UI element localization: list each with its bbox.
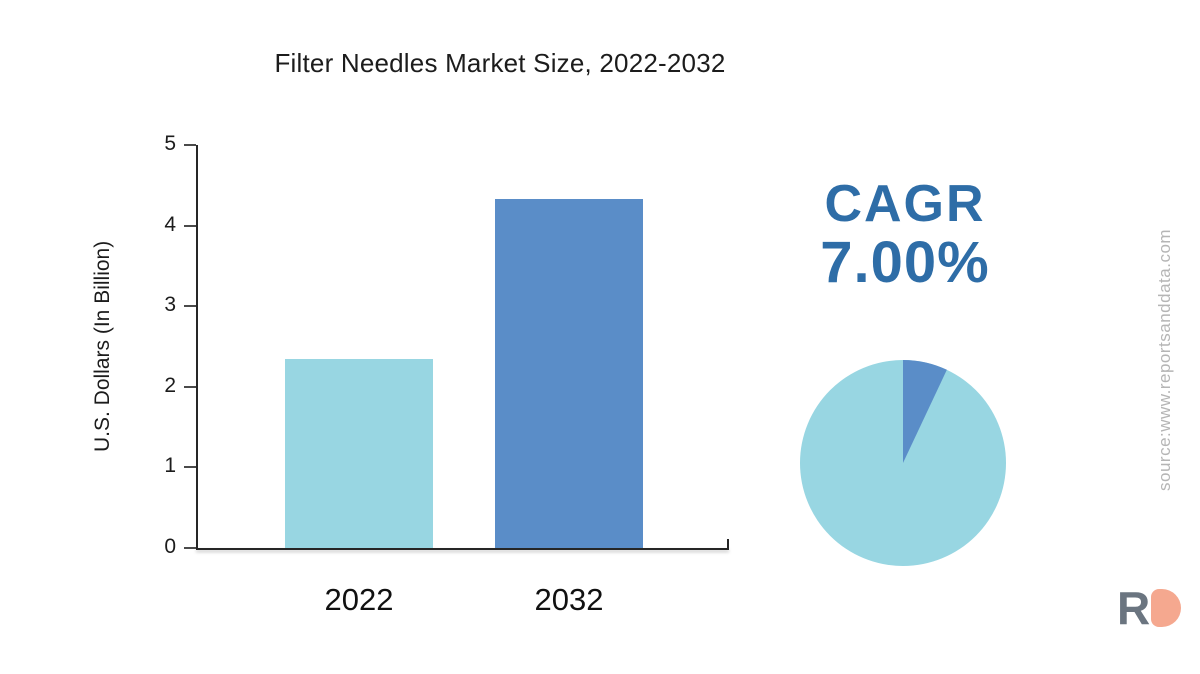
chart-title: Filter Needles Market Size, 2022-2032 <box>274 48 726 78</box>
bar-2022 <box>285 359 433 548</box>
y-axis-line <box>196 145 198 550</box>
y-tick-label: 0 <box>164 535 176 558</box>
y-tick-mark <box>184 144 196 146</box>
bar-2032 <box>495 199 643 548</box>
y-tick-mark <box>184 385 196 388</box>
logo-letter-r: R <box>1117 582 1150 634</box>
y-tick-label: 1 <box>164 454 176 478</box>
y-tick-label: 3 <box>164 293 176 317</box>
pie-cagr-slice <box>903 360 947 463</box>
cagr-label: CAGR <box>824 175 986 233</box>
x-axis-line <box>196 548 729 550</box>
y-tick-label: 5 <box>164 132 176 155</box>
source-note: source:www.reportsanddata.com <box>1155 228 1174 492</box>
pie-chart <box>800 360 1006 566</box>
x-tick-label-2022: 2022 <box>324 582 394 617</box>
x-tick-label-2032: 2032 <box>534 582 604 617</box>
cagr-value: 7.00% <box>820 230 990 295</box>
y-tick-mark <box>184 224 196 227</box>
y-axis-title: U.S. Dollars (In Billion) <box>91 240 114 453</box>
plot-area: 0 1 2 3 4 5 <box>164 132 729 558</box>
y-tick-mark <box>184 547 196 549</box>
y-tick-label: 2 <box>164 373 176 397</box>
y-tick-label: 4 <box>164 212 176 236</box>
logo-d-mark-icon <box>1151 589 1182 627</box>
reportsanddata-logo: R <box>1117 582 1182 634</box>
y-tick-mark <box>184 466 196 469</box>
x-axis-endcap <box>727 539 729 548</box>
cagr-block: CAGR 7.00% <box>775 178 1035 297</box>
y-tick-mark <box>184 305 196 308</box>
